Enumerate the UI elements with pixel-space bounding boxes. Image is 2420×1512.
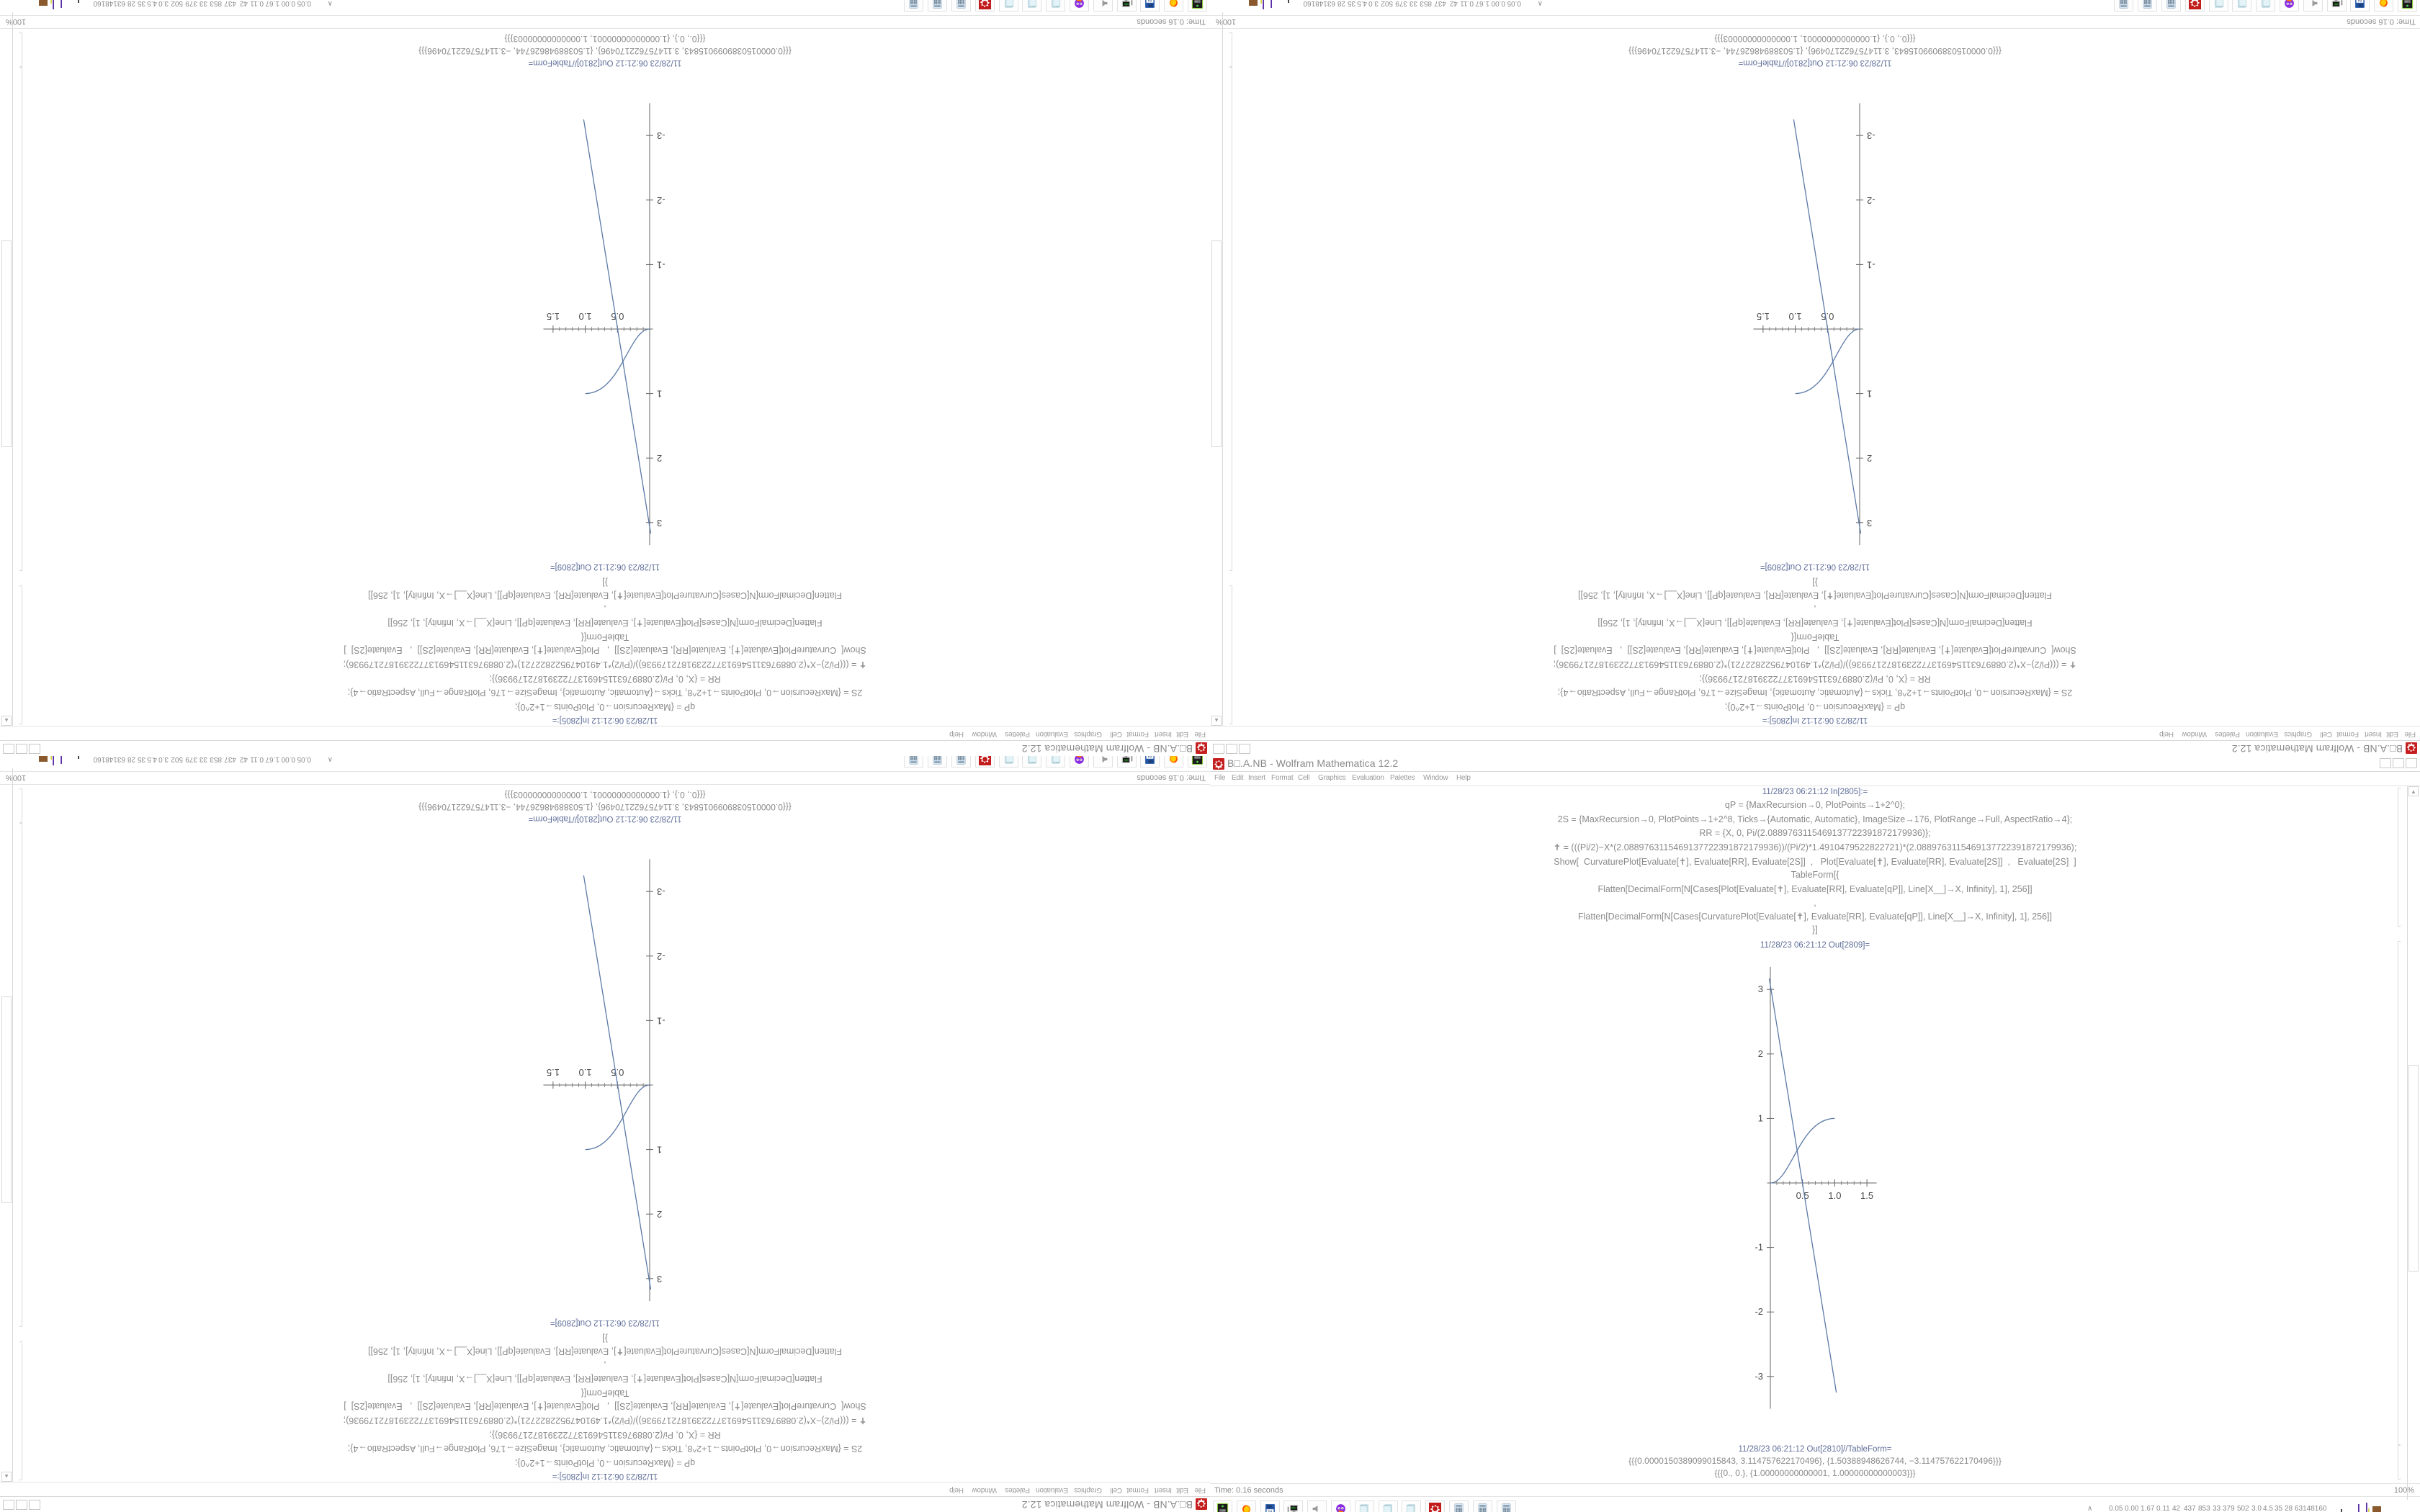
svg-text:1.0: 1.0 <box>1828 1190 1841 1201</box>
svg-text:64: 64 <box>1148 756 1152 759</box>
svg-text:1: 1 <box>657 1145 662 1156</box>
svg-text:1: 1 <box>657 389 662 400</box>
svg-text:0.5: 0.5 <box>1821 311 1834 322</box>
svg-text:-2: -2 <box>657 951 666 962</box>
svg-text:-1: -1 <box>657 1015 666 1026</box>
svg-text:1.0: 1.0 <box>579 1067 592 1078</box>
svg-text:3: 3 <box>657 1274 662 1284</box>
svg-text:1: 1 <box>1758 1112 1763 1123</box>
svg-text:-1: -1 <box>1754 1242 1763 1253</box>
svg-text:-3: -3 <box>657 886 666 897</box>
svg-text:-3: -3 <box>657 130 666 141</box>
svg-text:1.0: 1.0 <box>1789 311 1802 322</box>
svg-text:0.5: 0.5 <box>611 311 624 322</box>
svg-text:-3: -3 <box>1867 130 1876 141</box>
svg-text:0.5: 0.5 <box>1796 1190 1809 1201</box>
svg-text:1.0: 1.0 <box>579 311 592 322</box>
svg-text:1.5: 1.5 <box>1757 311 1770 322</box>
svg-text:1.5: 1.5 <box>547 1067 560 1078</box>
svg-text:1: 1 <box>1867 389 1872 400</box>
svg-text:-2: -2 <box>1754 1306 1763 1317</box>
svg-text:-2: -2 <box>1867 195 1876 206</box>
svg-text:64: 64 <box>2358 0 2362 3</box>
svg-text:1.5: 1.5 <box>1860 1190 1873 1201</box>
svg-text:3: 3 <box>657 518 662 528</box>
svg-text:2: 2 <box>657 1209 662 1220</box>
svg-text:3: 3 <box>1758 984 1763 994</box>
svg-text:-1: -1 <box>657 259 666 270</box>
svg-text:2: 2 <box>657 453 662 464</box>
svg-text:2: 2 <box>1758 1048 1763 1059</box>
svg-text:-2: -2 <box>657 195 666 206</box>
svg-text:2: 2 <box>1867 453 1872 464</box>
svg-text:3: 3 <box>1867 518 1872 528</box>
svg-text:64: 64 <box>1148 0 1152 3</box>
svg-text:-1: -1 <box>1867 259 1876 270</box>
svg-text:64: 64 <box>1268 1509 1272 1512</box>
svg-text:0.5: 0.5 <box>611 1067 624 1078</box>
svg-text:1.5: 1.5 <box>547 311 560 322</box>
svg-text:-3: -3 <box>1754 1371 1763 1382</box>
